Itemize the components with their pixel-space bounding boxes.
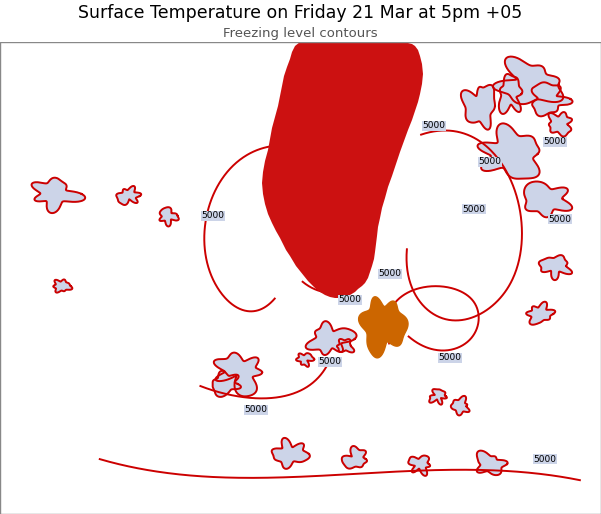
Polygon shape bbox=[408, 455, 430, 476]
Polygon shape bbox=[213, 371, 241, 397]
Polygon shape bbox=[499, 74, 522, 114]
Polygon shape bbox=[53, 280, 72, 292]
Polygon shape bbox=[493, 57, 563, 104]
Polygon shape bbox=[478, 123, 540, 179]
Text: 5000: 5000 bbox=[549, 214, 572, 224]
Polygon shape bbox=[116, 186, 141, 205]
Polygon shape bbox=[538, 255, 572, 280]
Text: 5000: 5000 bbox=[478, 157, 501, 167]
Polygon shape bbox=[306, 321, 356, 355]
Text: 5000: 5000 bbox=[423, 121, 445, 131]
Text: 5000: 5000 bbox=[543, 138, 567, 146]
Polygon shape bbox=[337, 339, 354, 353]
Polygon shape bbox=[214, 353, 262, 396]
Polygon shape bbox=[477, 451, 508, 475]
Text: 5000: 5000 bbox=[245, 406, 267, 414]
Polygon shape bbox=[296, 353, 314, 367]
Text: Freezing level contours: Freezing level contours bbox=[223, 27, 378, 40]
Text: 5000: 5000 bbox=[319, 358, 341, 366]
Polygon shape bbox=[32, 178, 85, 213]
Text: 5000: 5000 bbox=[463, 205, 486, 213]
Polygon shape bbox=[451, 396, 469, 415]
Polygon shape bbox=[159, 207, 178, 227]
Text: Surface Temperature on Friday 21 Mar at 5pm +05: Surface Temperature on Friday 21 Mar at … bbox=[78, 5, 523, 23]
Text: 5000: 5000 bbox=[201, 211, 225, 221]
Text: 5000: 5000 bbox=[338, 296, 361, 304]
Text: 5000: 5000 bbox=[534, 454, 557, 464]
Polygon shape bbox=[359, 297, 408, 358]
Polygon shape bbox=[429, 389, 447, 405]
Polygon shape bbox=[549, 112, 572, 137]
Text: 5000: 5000 bbox=[439, 354, 462, 362]
Text: 5000: 5000 bbox=[379, 269, 401, 279]
Polygon shape bbox=[526, 302, 555, 325]
Polygon shape bbox=[262, 42, 423, 298]
Polygon shape bbox=[342, 446, 367, 469]
Polygon shape bbox=[532, 82, 573, 116]
Polygon shape bbox=[461, 85, 495, 130]
Polygon shape bbox=[272, 438, 310, 469]
Polygon shape bbox=[524, 181, 572, 217]
